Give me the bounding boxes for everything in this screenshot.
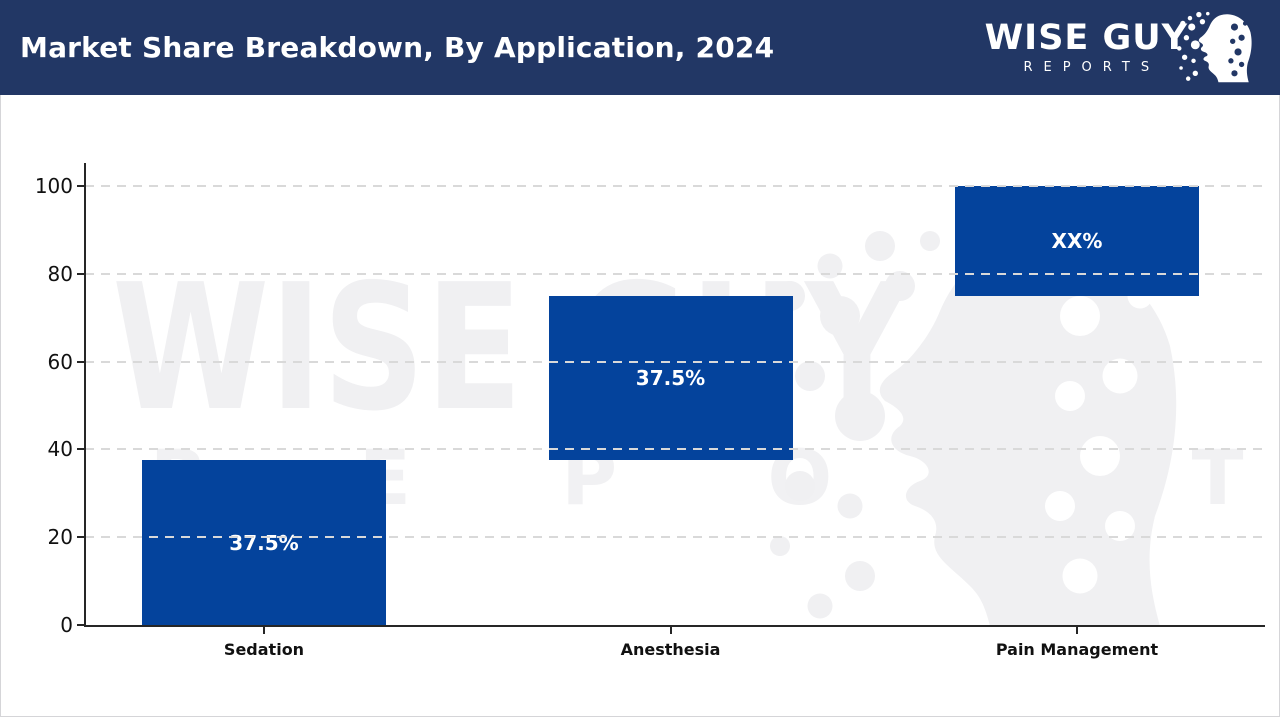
bar-value-label: 37.5%: [635, 366, 706, 391]
gridline-100: [85, 185, 1264, 187]
bar-value-label: XX%: [1051, 228, 1103, 253]
x-tick-1: [263, 627, 265, 634]
wiseguy-logo: WISE GUY REPORTS: [985, 11, 1256, 84]
x-tick-2: [669, 627, 672, 634]
bar-sedation: 37.5%: [142, 460, 386, 625]
y-tick-20: [77, 536, 84, 539]
y-axis-spine: [84, 163, 86, 627]
page-title: Market Share Breakdown, By Application, …: [20, 31, 775, 64]
category-label-pain-management: Pain Management: [995, 640, 1159, 659]
y-tick-40: [77, 448, 84, 451]
bar-pain-management: XX%: [955, 186, 1199, 296]
y-tick-label-40: 40: [47, 437, 73, 462]
gridline-60: [85, 360, 1264, 363]
y-tick-60: [77, 360, 84, 363]
y-tick-label-60: 60: [47, 349, 73, 374]
category-label-anesthesia: Anesthesia: [620, 640, 721, 659]
y-tick-80: [77, 272, 84, 275]
gridline-20: [85, 536, 1264, 539]
watermark-face-icon: [750, 231, 1177, 626]
gridline-40: [85, 448, 1264, 451]
category-label-sedation: Sedation: [223, 640, 305, 659]
y-tick-label-0: 0: [60, 613, 73, 637]
y-tick-100: [77, 185, 84, 187]
x-axis-spine: [84, 625, 1265, 627]
logo-primary-text: WISE GUY: [984, 18, 1188, 58]
bar-anesthesia: 37.5%: [548, 295, 793, 461]
wiseguy-logo-text: WISE GUY REPORTS: [984, 18, 1188, 75]
header-bar: Market Share Breakdown, By Application, …: [0, 0, 1280, 95]
y-tick-label-20: 20: [47, 525, 73, 550]
y-tick-label-80: 80: [47, 261, 73, 286]
gridline-80: [85, 272, 1264, 275]
y-tick-0: [77, 624, 84, 626]
bar-value-label: 37.5%: [229, 530, 299, 555]
wiseguy-face-icon: [1175, 11, 1252, 83]
logo-secondary-text: REPORTS: [1023, 60, 1161, 75]
y-tick-label-100: 100: [34, 174, 73, 198]
page-frame-left: [0, 95, 1, 717]
page-frame-bottom: [0, 716, 1280, 717]
x-tick-3: [1076, 627, 1078, 634]
